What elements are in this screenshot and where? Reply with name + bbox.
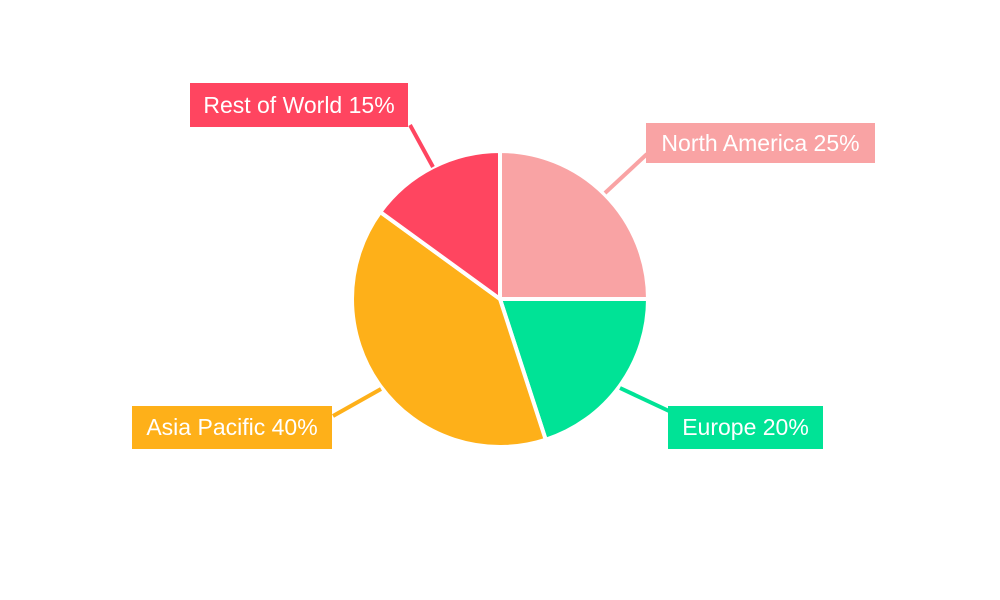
callout-label-asia-pacific: Asia Pacific 40% (132, 406, 332, 449)
callout-label-rest-of-world: Rest of World 15% (190, 83, 408, 127)
pie-slice-europe (497, 297, 651, 443)
pie-slice-rest-of-world (377, 148, 502, 303)
callout-label-north-america: North America 25% (646, 123, 875, 163)
pie-slice-north-america (498, 148, 651, 301)
leader-line-asia-pacific (332, 387, 382, 418)
callout-label-europe: Europe 20% (668, 406, 823, 449)
pie-slice-asia-pacific (350, 209, 549, 449)
pie-slices (350, 148, 651, 449)
leader-lines (332, 124, 670, 418)
leader-line-rest-of-world (408, 124, 435, 168)
leader-line-europe (619, 386, 670, 413)
leader-line-north-america (603, 152, 649, 195)
